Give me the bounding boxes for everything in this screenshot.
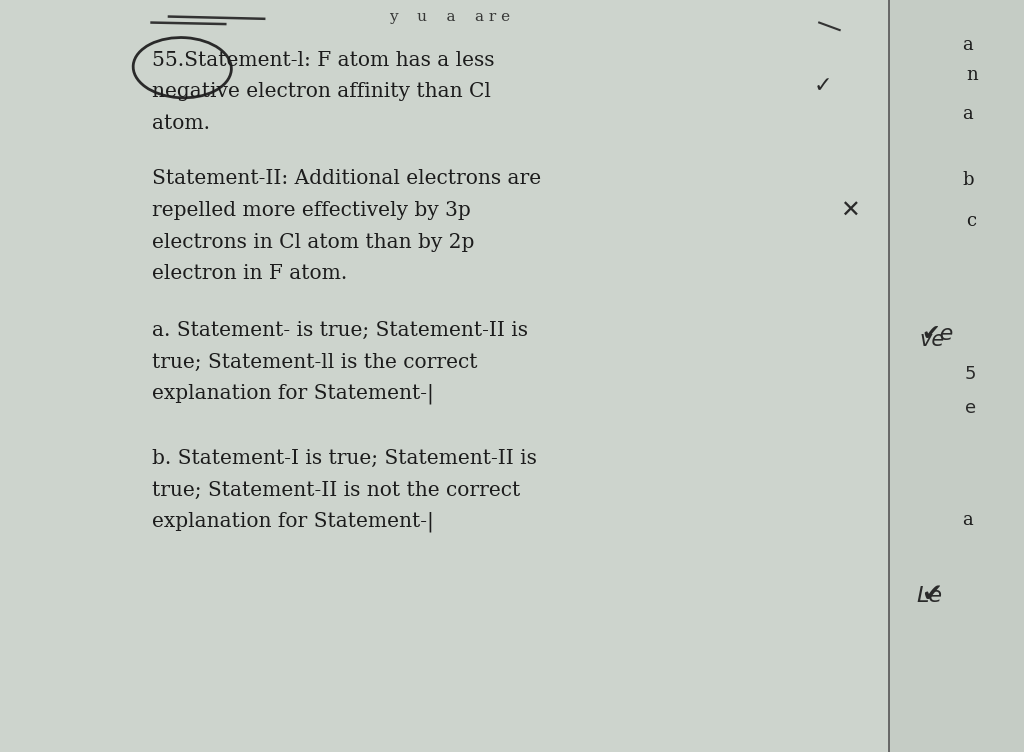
Text: ✔e: ✔e	[922, 324, 954, 344]
Text: ✓: ✓	[814, 76, 833, 96]
Text: ve: ve	[920, 330, 945, 350]
Text: true; Statement-ll is the correct: true; Statement-ll is the correct	[152, 353, 477, 372]
Text: true; Statement-II is not the correct: true; Statement-II is not the correct	[152, 481, 520, 500]
Text: ✔: ✔	[922, 582, 943, 606]
Text: c: c	[966, 212, 976, 230]
Text: atom.: atom.	[152, 114, 210, 133]
Text: negative electron affinity than Cl: negative electron affinity than Cl	[152, 82, 490, 102]
Text: a: a	[963, 511, 973, 529]
Text: y    u    a    a r e: y u a a r e	[389, 10, 510, 23]
Text: 55.Statement-l: F atom has a less: 55.Statement-l: F atom has a less	[152, 50, 494, 70]
Text: electrons in Cl atom than by 2p: electrons in Cl atom than by 2p	[152, 232, 474, 252]
Text: ✕: ✕	[840, 199, 859, 223]
Text: Statement-II: Additional electrons are: Statement-II: Additional electrons are	[152, 169, 541, 189]
Text: b: b	[963, 171, 974, 190]
Text: electron in F atom.: electron in F atom.	[152, 264, 347, 284]
Text: a: a	[963, 105, 973, 123]
Text: Le: Le	[916, 586, 943, 605]
Text: a. Statement- is true; Statement-II is: a. Statement- is true; Statement-II is	[152, 321, 527, 341]
Text: explanation for Statement-|: explanation for Statement-|	[152, 511, 433, 532]
Bar	[889, 0, 1024, 752]
Text: repelled more effectively by 3p: repelled more effectively by 3p	[152, 201, 470, 220]
Text: 5: 5	[965, 365, 976, 384]
Text: n: n	[967, 66, 978, 84]
Text: explanation for Statement-|: explanation for Statement-|	[152, 384, 433, 405]
Text: e: e	[965, 399, 976, 417]
Text: b. Statement-I is true; Statement-II is: b. Statement-I is true; Statement-II is	[152, 449, 537, 468]
Text: a: a	[963, 36, 973, 54]
